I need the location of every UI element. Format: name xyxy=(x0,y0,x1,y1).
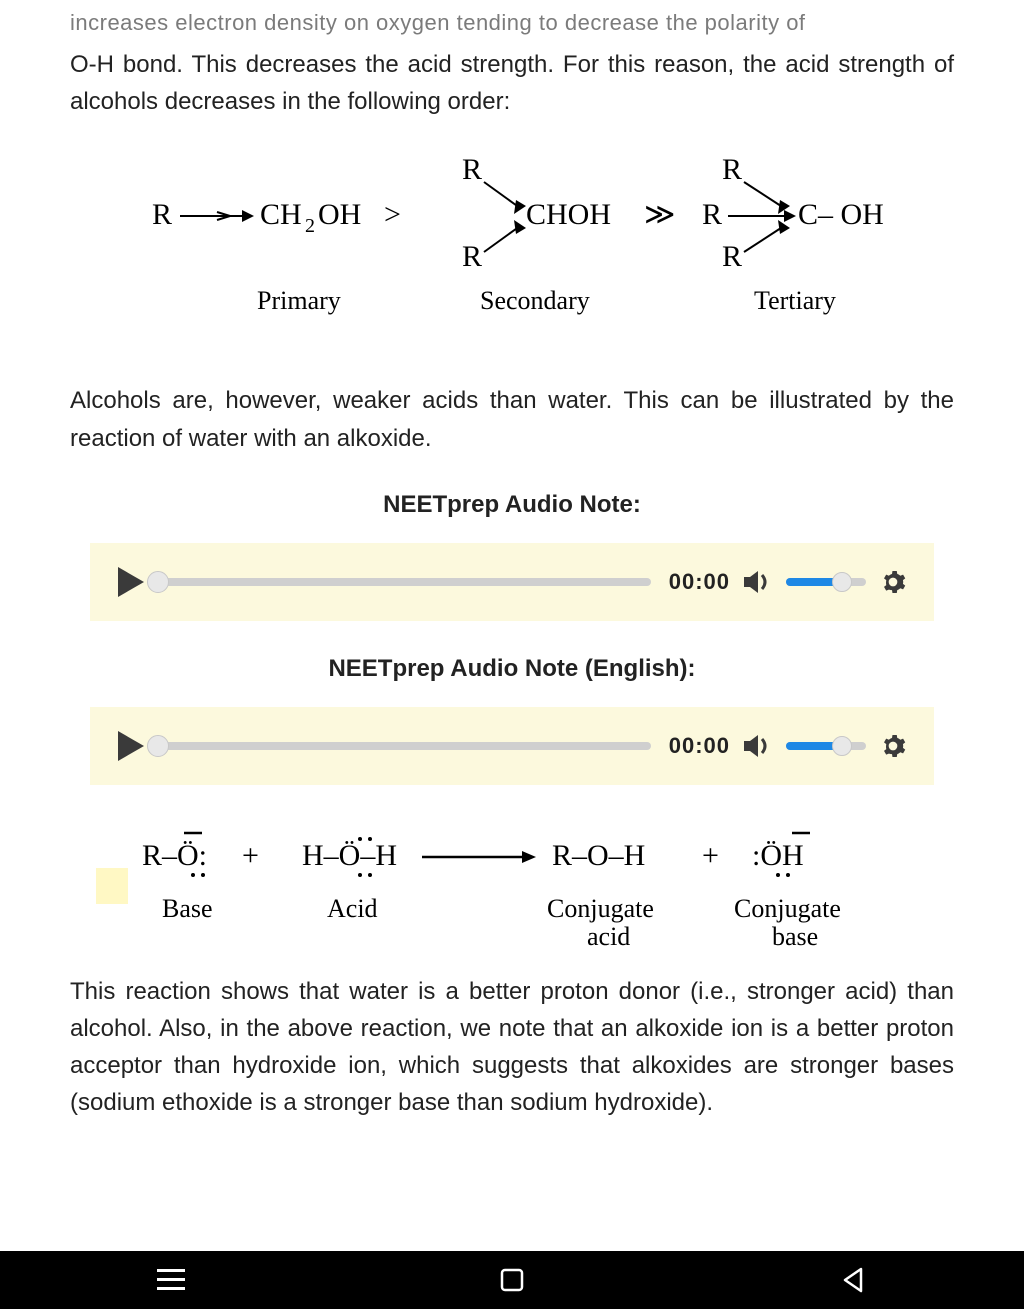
paragraph-1: O-H bond. This decreases the acid streng… xyxy=(70,46,954,120)
paragraph-2: Alcohols are, however, weaker acids than… xyxy=(70,382,954,456)
svg-text:R: R xyxy=(722,240,742,273)
text-highlight xyxy=(96,868,128,904)
audio-note-title-2: NEETprep Audio Note (English): xyxy=(70,655,954,683)
reaction-svg: R–Ö: Base + H–Ö–H Acid R–O–H Conjugate a… xyxy=(102,821,922,951)
audio-note-title-1: NEETprep Audio Note: xyxy=(70,491,954,519)
svg-text:Tertiary: Tertiary xyxy=(754,286,836,315)
audio-player-2: 00:00 xyxy=(90,707,934,785)
svg-text:R: R xyxy=(462,240,482,273)
svg-text:R–O–H: R–O–H xyxy=(552,839,645,872)
nav-back-button[interactable] xyxy=(763,1267,943,1293)
acid-strength-svg: R CH 2 OH > Primary R R CHOH ≫ Seconda xyxy=(102,144,922,334)
svg-text:CHOH: CHOH xyxy=(526,198,611,231)
svg-text:R: R xyxy=(152,198,172,231)
seek-thumb[interactable] xyxy=(147,735,169,757)
audio-player-1: 00:00 xyxy=(90,543,934,621)
play-icon[interactable] xyxy=(118,731,144,761)
volume-icon[interactable] xyxy=(744,733,772,759)
seek-thumb[interactable] xyxy=(147,571,169,593)
nav-menu-button[interactable] xyxy=(81,1269,261,1291)
seek-bar[interactable] xyxy=(158,742,651,750)
svg-text:CH: CH xyxy=(260,198,302,231)
time-elapsed: 00:00 xyxy=(669,569,730,595)
svg-text:H–Ö–H: H–Ö–H xyxy=(302,839,397,872)
document-page: increases electron density on oxygen ten… xyxy=(0,0,1024,1251)
svg-text::ÖH: :ÖH xyxy=(752,839,804,872)
volume-icon[interactable] xyxy=(744,569,772,595)
svg-text:Base: Base xyxy=(162,894,213,923)
svg-text:R: R xyxy=(722,153,742,186)
reaction-diagram: R–Ö: Base + H–Ö–H Acid R–O–H Conjugate a… xyxy=(70,821,954,951)
svg-text:acid: acid xyxy=(587,922,630,951)
gear-icon[interactable] xyxy=(880,569,906,595)
svg-text:2: 2 xyxy=(305,215,315,237)
volume-bar[interactable] xyxy=(786,578,866,586)
svg-text:R: R xyxy=(462,153,482,186)
time-elapsed: 00:00 xyxy=(669,733,730,759)
volume-bar[interactable] xyxy=(786,742,866,750)
svg-text:C– OH: C– OH xyxy=(798,198,884,231)
svg-text:+: + xyxy=(702,839,719,872)
paragraph-3: This reaction shows that water is a bett… xyxy=(70,973,954,1122)
android-navbar xyxy=(0,1251,1024,1309)
svg-text:base: base xyxy=(772,922,818,951)
svg-text:≫: ≫ xyxy=(644,198,675,231)
svg-text:Primary: Primary xyxy=(257,286,341,315)
svg-text:OH: OH xyxy=(318,198,361,231)
svg-text:R: R xyxy=(702,198,722,231)
volume-thumb[interactable] xyxy=(832,736,852,756)
play-icon[interactable] xyxy=(118,567,144,597)
svg-text:Conjugate: Conjugate xyxy=(734,894,841,923)
svg-text:Secondary: Secondary xyxy=(480,286,590,315)
nav-recents-button[interactable] xyxy=(422,1268,602,1292)
volume-thumb[interactable] xyxy=(832,572,852,592)
svg-text:R–Ö:: R–Ö: xyxy=(142,839,207,872)
acid-strength-diagram: R CH 2 OH > Primary R R CHOH ≫ Seconda xyxy=(70,144,954,334)
svg-text:>: > xyxy=(384,198,401,231)
seek-bar[interactable] xyxy=(158,578,651,586)
svg-text:+: + xyxy=(242,839,259,872)
paragraph-clipped: increases electron density on oxygen ten… xyxy=(70,6,954,40)
gear-icon[interactable] xyxy=(880,733,906,759)
svg-text:Acid: Acid xyxy=(327,894,378,923)
svg-text:Conjugate: Conjugate xyxy=(547,894,654,923)
